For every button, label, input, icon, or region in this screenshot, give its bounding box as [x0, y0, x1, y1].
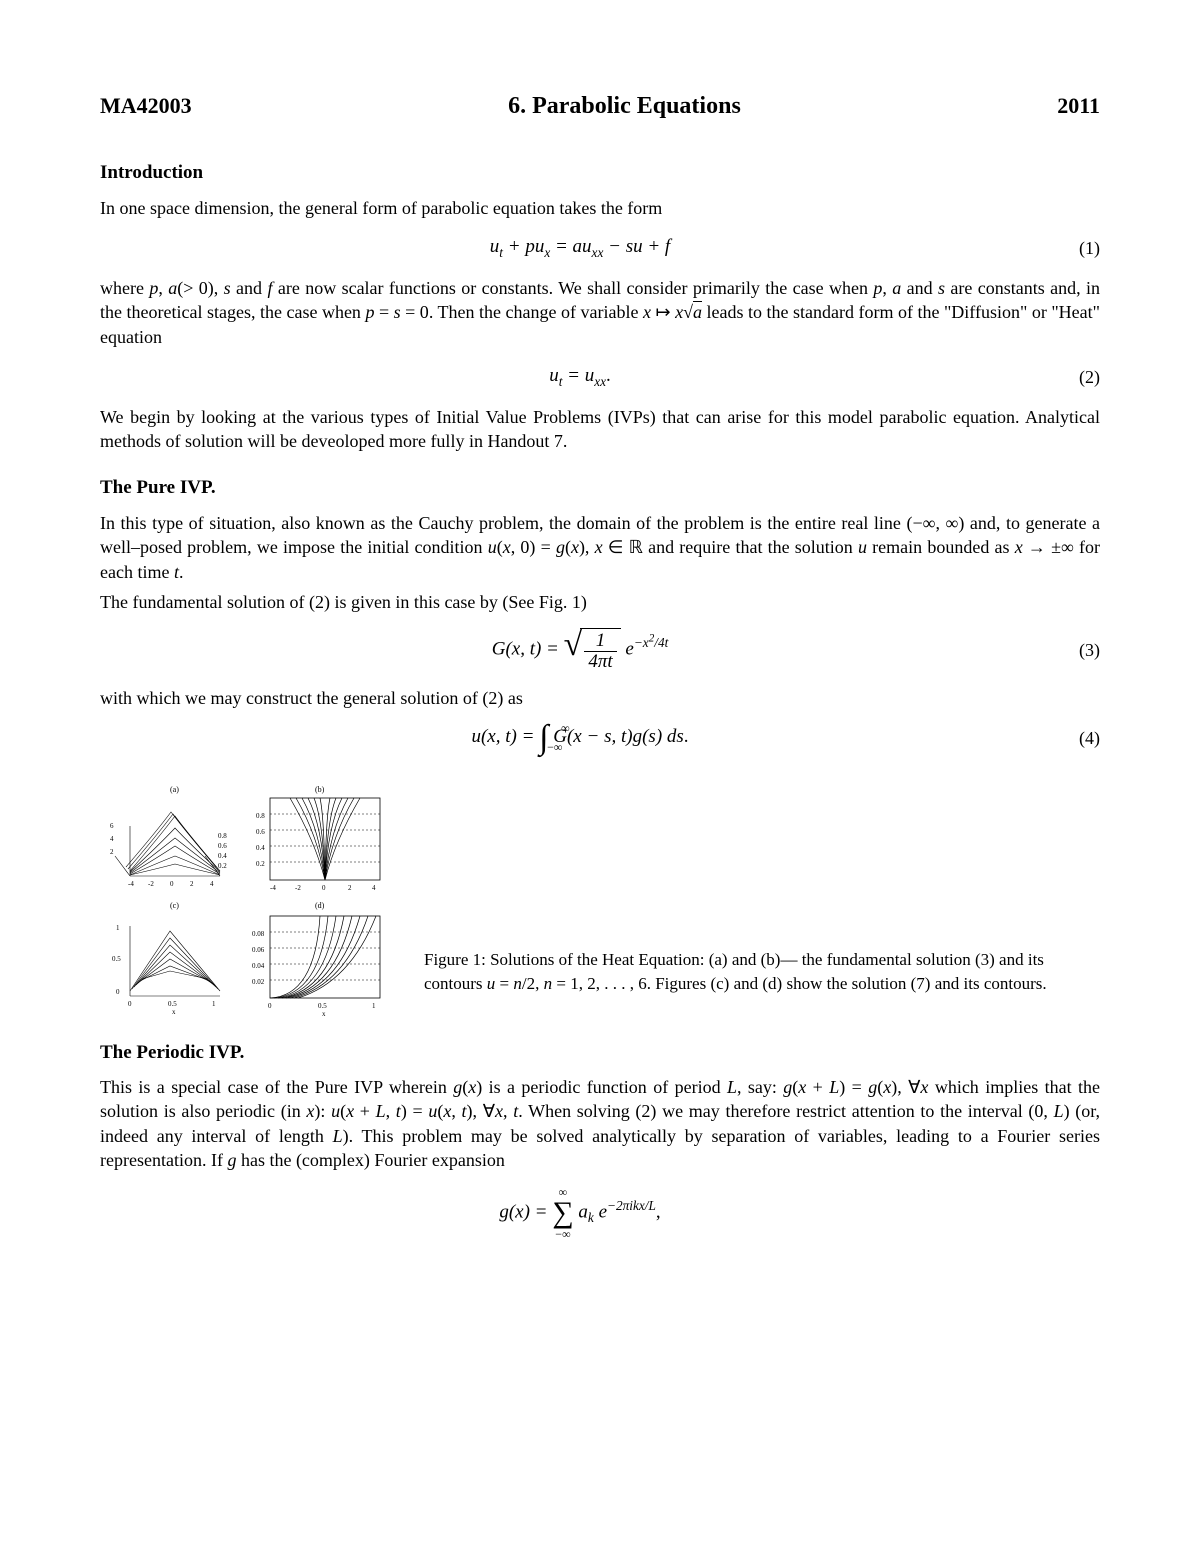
equation-2: ut = uxx. (2)	[100, 363, 1100, 391]
section-pure-ivp: The Pure IVP.	[100, 475, 1100, 501]
svg-text:x: x	[172, 1008, 176, 1016]
svg-text:0.2: 0.2	[256, 860, 265, 868]
svg-text:2: 2	[190, 880, 194, 888]
eq2-content: ut = uxx.	[100, 363, 1060, 391]
svg-text:1: 1	[212, 1000, 216, 1008]
svg-text:-2: -2	[295, 884, 301, 892]
figure-1: (a) -4 -2 0 2 4	[100, 776, 1100, 1016]
svg-text:-2: -2	[148, 880, 154, 888]
svg-text:4: 4	[372, 884, 376, 892]
chapter-title: 6. Parabolic Equations	[192, 90, 1058, 122]
equation-4: u(x, t) = ∫ ∞ −∞ G(x − s, t)g(s) ds. (4)	[100, 724, 1100, 751]
figure-1-svg: (a) -4 -2 0 2 4	[100, 776, 400, 1016]
eq3-number: (3)	[1060, 638, 1100, 662]
pureivp-p2: The fundamental solution of (2) is given…	[100, 590, 1100, 614]
svg-text:0.4: 0.4	[256, 844, 265, 852]
svg-text:-4: -4	[270, 884, 276, 892]
year: 2011	[1057, 91, 1100, 121]
svg-text:4: 4	[110, 835, 114, 843]
svg-text:0.4: 0.4	[218, 852, 227, 860]
eq4-number: (4)	[1060, 726, 1100, 750]
svg-text:0.5: 0.5	[318, 1002, 327, 1010]
eq2-number: (2)	[1060, 365, 1100, 389]
svg-text:0.04: 0.04	[252, 962, 265, 970]
svg-text:6: 6	[110, 822, 114, 830]
eq3-content: G(x, t) = √ 14πt e−x2/4t	[100, 628, 1060, 672]
page-header: MA42003 6. Parabolic Equations 2011	[100, 90, 1100, 122]
pureivp-p3: with which we may construct the general …	[100, 686, 1100, 710]
periodic-p1: This is a special case of the Pure IVP w…	[100, 1075, 1100, 1172]
svg-text:0: 0	[128, 1000, 132, 1008]
svg-text:0.6: 0.6	[256, 828, 265, 836]
svg-text:1: 1	[116, 924, 120, 932]
svg-text:0.06: 0.06	[252, 946, 265, 954]
svg-text:0: 0	[322, 884, 326, 892]
svg-text:0.2: 0.2	[218, 862, 227, 870]
eq-fourier-content: g(x) = ∞ ∑ −∞ ak e−2πikx/L,	[100, 1186, 1060, 1240]
svg-text:0.8: 0.8	[256, 812, 265, 820]
svg-text:0.5: 0.5	[168, 1000, 177, 1008]
svg-text:2: 2	[348, 884, 352, 892]
svg-text:(c): (c)	[170, 901, 179, 910]
equation-fourier: g(x) = ∞ ∑ −∞ ak e−2πikx/L,	[100, 1186, 1100, 1240]
pureivp-p1: In this type of situation, also known as…	[100, 511, 1100, 584]
svg-text:(a): (a)	[170, 785, 179, 794]
svg-text:-4: -4	[128, 880, 134, 888]
svg-text:x: x	[322, 1010, 326, 1016]
equation-1: ut + pux = auxx − su + f (1)	[100, 234, 1100, 262]
intro-p1: In one space dimension, the general form…	[100, 196, 1100, 220]
intro-p2: where p, a(> 0), s and f are now scalar …	[100, 276, 1100, 349]
eq4-content: u(x, t) = ∫ ∞ −∞ G(x − s, t)g(s) ds.	[100, 724, 1060, 751]
svg-text:(d): (d)	[315, 901, 325, 910]
svg-text:4: 4	[210, 880, 214, 888]
intro-p3: We begin by looking at the various types…	[100, 405, 1100, 454]
section-introduction: Introduction	[100, 160, 1100, 186]
svg-text:1: 1	[372, 1002, 376, 1010]
svg-text:0.08: 0.08	[252, 930, 265, 938]
course-code: MA42003	[100, 91, 192, 121]
svg-text:0: 0	[268, 1002, 272, 1010]
svg-text:0.5: 0.5	[112, 955, 121, 963]
svg-text:2: 2	[110, 848, 114, 856]
section-periodic-ivp: The Periodic IVP.	[100, 1040, 1100, 1066]
svg-text:0: 0	[170, 880, 174, 888]
svg-text:(b): (b)	[315, 785, 325, 794]
svg-text:0.6: 0.6	[218, 842, 227, 850]
equation-3: G(x, t) = √ 14πt e−x2/4t (3)	[100, 628, 1100, 672]
svg-text:0.8: 0.8	[218, 832, 227, 840]
svg-text:0.02: 0.02	[252, 978, 265, 986]
eq1-content: ut + pux = auxx − su + f	[100, 234, 1060, 262]
figure-1-caption: Figure 1: Solutions of the Heat Equation…	[424, 948, 1100, 1016]
eq1-number: (1)	[1060, 236, 1100, 260]
svg-text:0: 0	[116, 988, 120, 996]
